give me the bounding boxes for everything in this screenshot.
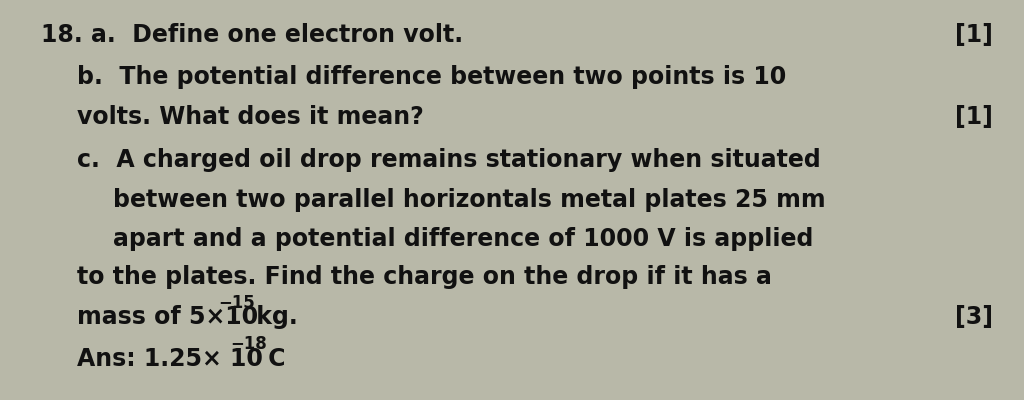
Text: mass of 5×10: mass of 5×10: [77, 305, 258, 329]
Text: b.  The potential difference between two points is 10: b. The potential difference between two …: [77, 65, 786, 89]
Text: Ans: 1.25× 10: Ans: 1.25× 10: [77, 347, 263, 371]
Text: to the plates. Find the charge on the drop if it has a: to the plates. Find the charge on the dr…: [77, 265, 772, 289]
Text: 18. a.  Define one electron volt.: 18. a. Define one electron volt.: [41, 23, 463, 47]
Text: between two parallel horizontals metal plates 25 mm: between two parallel horizontals metal p…: [113, 188, 825, 212]
Text: [1]: [1]: [955, 105, 993, 129]
Text: −18: −18: [229, 335, 266, 353]
Text: c.  A charged oil drop remains stationary when situated: c. A charged oil drop remains stationary…: [77, 148, 820, 172]
Text: apart and a potential difference of 1000 V is applied: apart and a potential difference of 1000…: [113, 227, 813, 251]
Text: [1]: [1]: [955, 23, 993, 47]
Text: C: C: [260, 347, 286, 371]
Text: −15: −15: [218, 294, 255, 312]
Text: volts. What does it mean?: volts. What does it mean?: [77, 105, 424, 129]
Text: [3]: [3]: [955, 305, 993, 329]
Text: kg.: kg.: [248, 305, 298, 329]
